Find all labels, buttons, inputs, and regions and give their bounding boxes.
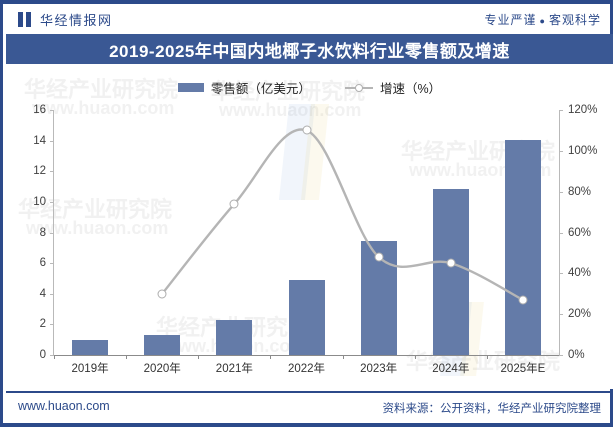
y-axis-left-tick-label: 2 (39, 318, 46, 331)
x-axis-tick-mark (486, 355, 488, 359)
line-marker[interactable] (446, 258, 456, 268)
legend-label-retail: 零售额（亿美元） (210, 82, 311, 96)
y-axis-right-tick-label: 0% (568, 349, 585, 361)
chart-legend: 零售额（亿美元） 增速（%） (6, 78, 613, 97)
x-axis-tick-label: 2025年E (500, 363, 546, 375)
line-marker[interactable] (374, 252, 384, 262)
x-axis-tick-mark (270, 355, 272, 359)
x-axis-tick-label: 2020年 (143, 363, 181, 375)
y-axis-left-tick-label: 8 (39, 226, 46, 239)
line-marker[interactable] (518, 295, 528, 305)
y-axis-left-tick-label: 12 (33, 165, 46, 178)
y-axis-right-tick-label: 120% (568, 104, 598, 116)
y-axis-right-tick-mark (559, 273, 563, 275)
y-axis-right-tick-label: 60% (568, 226, 592, 239)
x-axis-tick-label: 2024年 (432, 363, 470, 375)
x-axis-line (53, 355, 560, 356)
x-axis-tick-label: 2022年 (287, 363, 326, 375)
bar[interactable] (216, 319, 253, 355)
slogan: 专业严谨 ● 客观科学 (485, 11, 601, 28)
slogan-right: 客观科学 (548, 13, 601, 27)
legend-line-swatch-icon (344, 83, 373, 93)
y-axis-right-tick-label: 40% (568, 267, 592, 280)
y-axis-right-tick-mark (559, 355, 563, 356)
y-axis-right-tick-mark (559, 150, 563, 152)
y-axis-left-tick-label: 16 (33, 104, 46, 116)
x-axis-tick-label: 2023年 (360, 363, 398, 375)
brand-bar: 华经情报网 专业严谨 ● 客观科学 (6, 6, 613, 34)
line-marker[interactable] (302, 125, 311, 135)
y-axis-left-tick-mark (50, 171, 54, 173)
brand-name: 华经情报网 (40, 13, 113, 28)
huaon-book-mark-icon (18, 12, 33, 27)
legend-item-growth[interactable]: 增速（%） (344, 78, 442, 97)
y-axis-left-tick-mark (50, 140, 54, 142)
growth-line-markers (54, 110, 559, 355)
bar[interactable] (504, 139, 541, 355)
footer-source-note: 资料来源：公开资料，华经产业研究院整理 (382, 403, 602, 415)
x-axis-tick-mark (414, 355, 416, 359)
x-axis-tick-label: 2021年 (215, 363, 253, 375)
x-axis-tick-mark (54, 355, 55, 359)
y-axis-left-tick-mark (50, 293, 54, 295)
x-axis-tick-mark (342, 355, 344, 359)
y-axis-right-tick-mark (559, 232, 563, 234)
brand-group: 华经情报网 (18, 10, 113, 29)
y-axis-right-tick-mark (559, 314, 563, 316)
bar[interactable] (72, 339, 109, 355)
legend-bar-swatch-icon (177, 83, 204, 92)
chart-area: 华经产业研究院 www.huaon.com 华经产业研究院 www.huaon.… (6, 64, 613, 389)
y-axis-left-tick-mark (50, 355, 54, 356)
y-axis-right-tick-label: 80% (568, 185, 592, 198)
y-axis-left-tick-label: 14 (33, 134, 46, 147)
legend-label-growth: 增速（%） (379, 82, 442, 96)
slogan-left: 专业严谨 (484, 13, 537, 27)
bar[interactable] (144, 335, 181, 355)
y-axis-left-tick-mark (50, 232, 54, 234)
footer-bar: www.huaon.com 资料来源：公开资料，华经产业研究院整理 (6, 391, 613, 421)
bar[interactable] (432, 188, 469, 355)
y-axis-left-tick-mark (50, 201, 54, 203)
top-border-rule (3, 0, 613, 4)
bar[interactable] (288, 279, 325, 355)
line-marker[interactable] (157, 289, 167, 299)
slogan-separator-icon: ● (539, 15, 546, 26)
y-axis-left-tick-mark (50, 263, 54, 265)
y-axis-left-tick-mark (50, 110, 54, 111)
y-axis-right-tick-mark (559, 191, 563, 193)
top-border-gap (33, 4, 586, 6)
bottom-border-gap (33, 421, 586, 423)
legend-item-retail[interactable]: 零售额（亿美元） (177, 78, 311, 97)
y-axis-right-tick-label: 20% (568, 308, 592, 321)
y-axis-left-tick-label: 4 (39, 287, 46, 300)
y-axis-left-tick-label: 10 (33, 195, 46, 208)
page-title: 2019-2025年中国内地椰子水饮料行业零售额及增速 (109, 41, 510, 61)
x-axis-tick-mark (198, 355, 200, 359)
y-axis-right-tick-label: 100% (568, 144, 598, 157)
title-band: 2019-2025年中国内地椰子水饮料行业零售额及增速 (6, 34, 613, 64)
footer-site-url[interactable]: www.huaon.com (18, 399, 110, 413)
y-axis-left-tick-mark (50, 324, 54, 326)
y-axis-right-tick-mark (559, 110, 563, 111)
bottom-border-rule (3, 423, 613, 427)
line-marker[interactable] (229, 199, 239, 209)
x-axis-tick-mark (126, 355, 128, 359)
y-axis-left-tick-label: 0 (39, 349, 46, 361)
x-axis-tick-label: 2019年 (71, 363, 109, 375)
y-axis-left-tick-label: 6 (39, 257, 46, 270)
